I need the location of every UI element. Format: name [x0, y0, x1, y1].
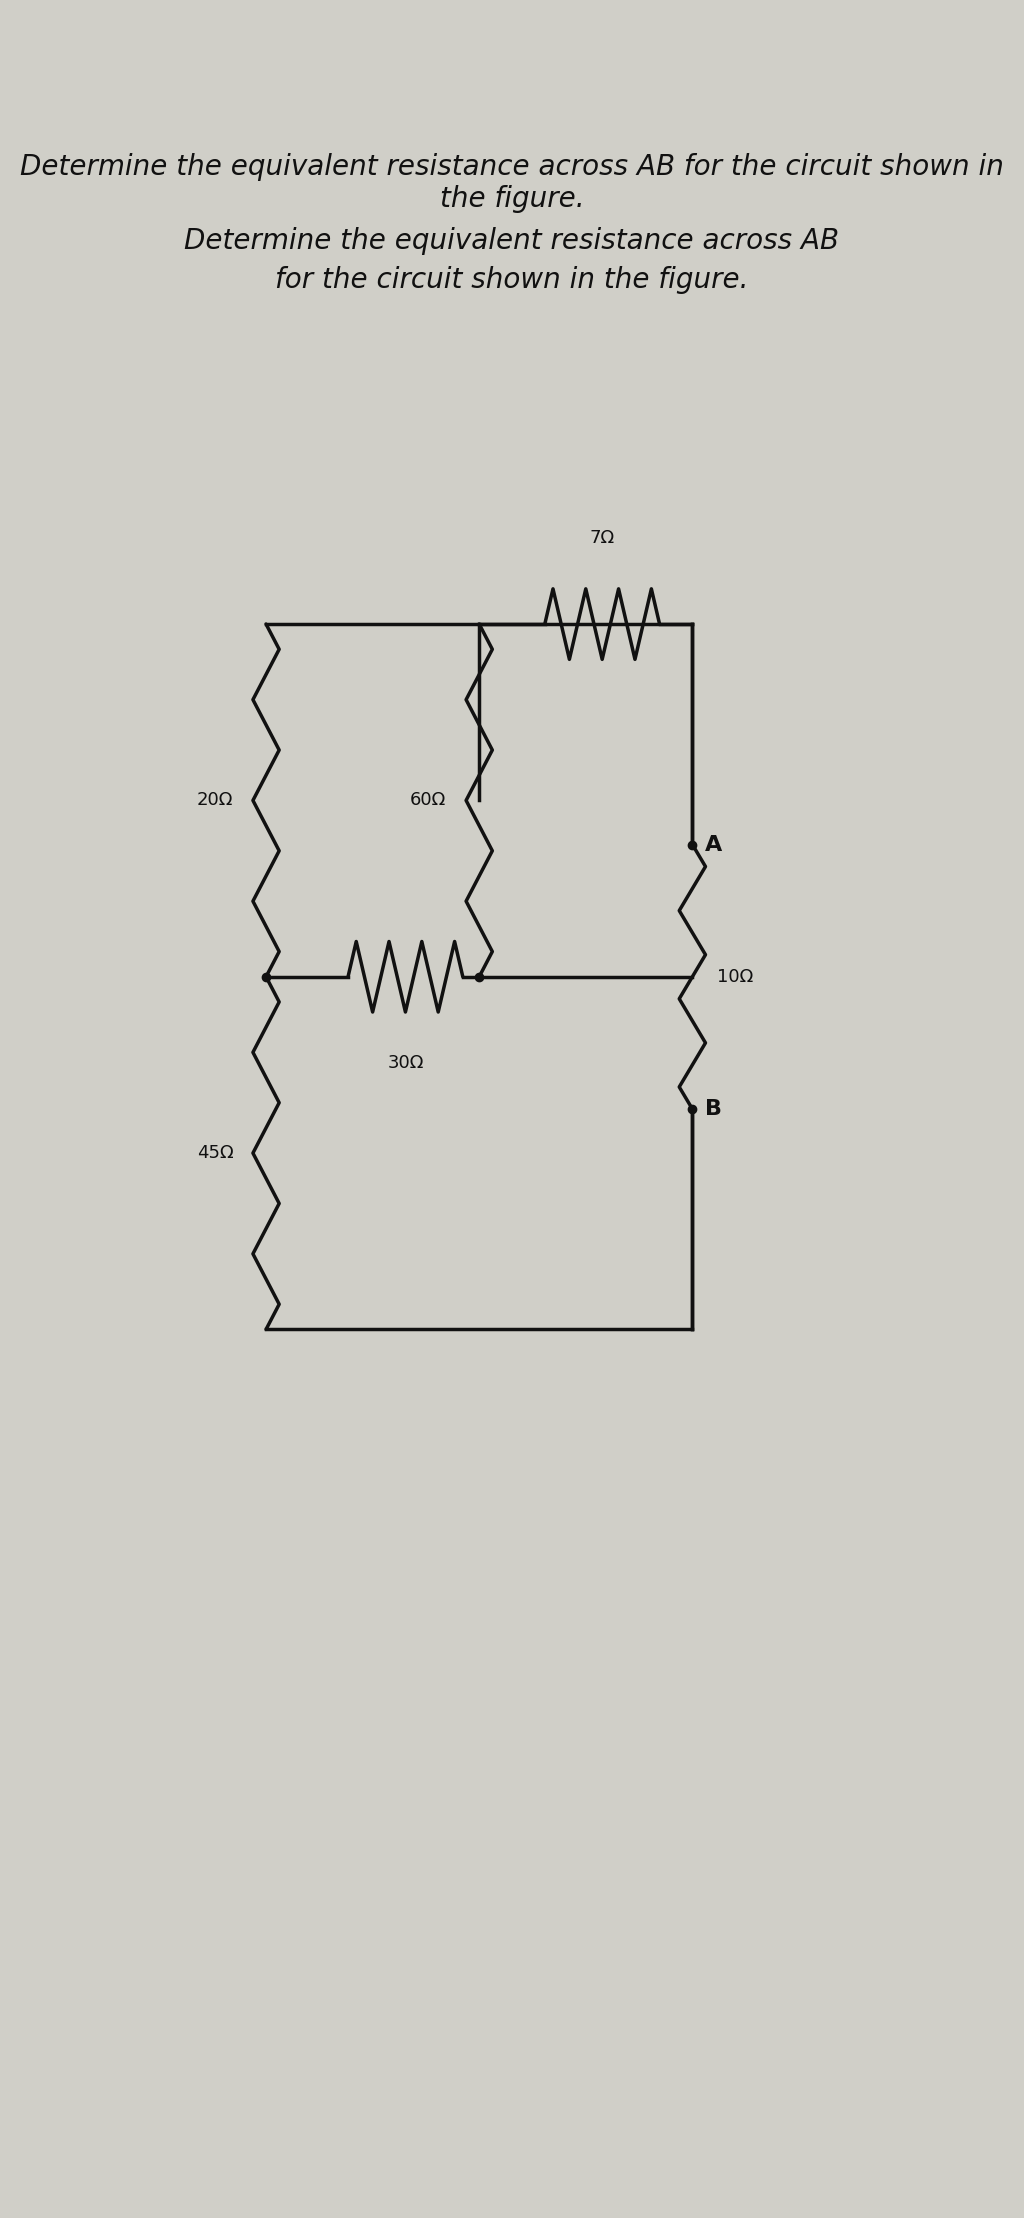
Text: Determine the equivalent resistance across AB
for the circuit shown in the figur: Determine the equivalent resistance acro…	[184, 228, 840, 295]
Text: 10Ω: 10Ω	[717, 967, 754, 985]
Text: Determine the equivalent resistance across AB for the circuit shown in the figur: Determine the equivalent resistance acro…	[20, 153, 1004, 213]
Text: 20Ω: 20Ω	[197, 792, 233, 810]
Text: A: A	[705, 834, 722, 854]
Text: 30Ω: 30Ω	[387, 1054, 424, 1071]
Text: B: B	[705, 1098, 722, 1120]
Text: 7Ω: 7Ω	[590, 528, 614, 548]
Text: 60Ω: 60Ω	[411, 792, 446, 810]
Text: 45Ω: 45Ω	[197, 1144, 233, 1162]
